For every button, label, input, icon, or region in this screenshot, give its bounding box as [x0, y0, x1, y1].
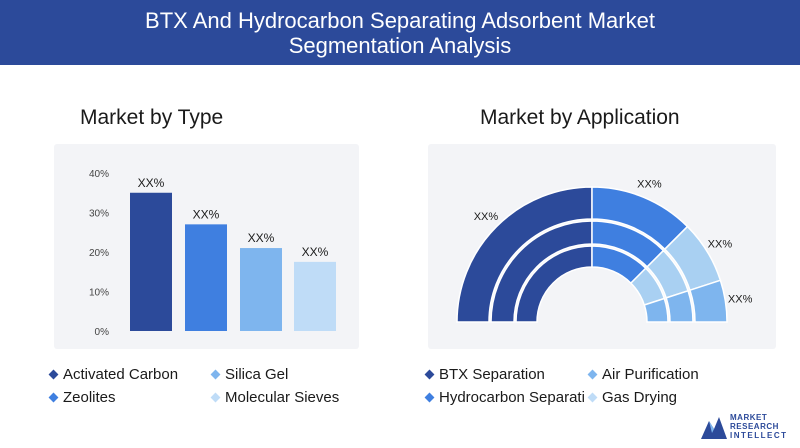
legend-marker — [424, 369, 435, 380]
brand-logo: MARKET RESEARCH INTELLECT — [700, 410, 796, 444]
legend-item-hydrocarbon-separation: Hydrocarbon Separati — [424, 389, 585, 406]
bar-chart-card: 0% 10% 20% 30% 40% XX% XX% XX% XX% — [54, 144, 359, 349]
legend-item-zeolites: Zeolites — [48, 389, 116, 406]
legend-item-silica-gel: Silica Gel — [210, 366, 288, 383]
bar — [185, 224, 227, 331]
bar-value-label: XX% — [302, 245, 329, 259]
bar — [240, 248, 282, 331]
logo-word-3: INTELLECT — [730, 431, 788, 440]
bar-chart: 0% 10% 20% 30% 40% XX% XX% XX% XX% — [89, 169, 336, 338]
logo-word-1: MARKET — [730, 413, 768, 422]
semi-donut-chart: XX% XX% XX% XX% — [456, 178, 753, 323]
legend-label: Hydrocarbon Separati — [439, 389, 585, 406]
slice-value-label: XX% — [474, 211, 499, 223]
donut-slice — [643, 297, 669, 323]
bar — [130, 192, 172, 331]
legend-marker — [587, 392, 598, 403]
mountain-m-logo-icon — [701, 417, 727, 439]
bar-value-label: XX% — [248, 231, 275, 245]
donut-slice — [689, 279, 728, 323]
legend-label: Activated Carbon — [63, 366, 179, 383]
application-legend: BTX Separation Air Purification Hydrocar… — [424, 366, 724, 410]
slice-value-label: XX% — [708, 239, 733, 251]
y-tick-label: 40% — [89, 169, 109, 180]
application-chart-title: Market by Application — [480, 106, 680, 129]
legend-label: Gas Drying — [602, 389, 678, 406]
legend-label: Air Purification — [602, 366, 699, 383]
legend-marker — [424, 392, 435, 403]
type-chart-title: Market by Type — [80, 106, 224, 129]
legend-marker — [587, 369, 598, 380]
legend-marker — [48, 392, 59, 403]
y-tick-label: 0% — [95, 327, 110, 338]
legend-label: BTX Separation — [439, 366, 545, 383]
legend-label: Silica Gel — [225, 366, 289, 383]
slice-value-label: XX% — [637, 178, 662, 190]
title-line-1: BTX And Hydrocarbon Separating Adsorbent… — [145, 7, 655, 33]
title-line-2: Segmentation Analysis — [288, 32, 512, 58]
donut-slice — [665, 289, 694, 323]
logo-word-2: RESEARCH — [730, 422, 779, 431]
bar-value-label: XX% — [193, 207, 220, 221]
legend-label: Zeolites — [63, 389, 116, 406]
legend-marker — [48, 369, 59, 380]
y-tick-label: 20% — [89, 248, 109, 259]
bar — [294, 261, 336, 331]
bar-value-label: XX% — [138, 176, 165, 190]
legend-item-gas-drying: Gas Drying — [587, 389, 677, 406]
legend-item-btx-separation: BTX Separation — [424, 366, 545, 383]
y-tick-label: 10% — [89, 288, 109, 299]
legend-marker — [210, 369, 221, 380]
type-legend: Activated Carbon Silica Gel Zeolites Mol… — [48, 366, 378, 410]
donut-chart-card: XX% XX% XX% XX% — [428, 144, 776, 349]
legend-label: Molecular Sieves — [225, 389, 340, 406]
legend-marker — [210, 392, 221, 403]
slice-value-label: XX% — [728, 294, 753, 306]
legend-item-activated-carbon: Activated Carbon — [48, 366, 178, 383]
legend-item-air-purification: Air Purification — [587, 366, 699, 383]
legend-item-molecular-sieves: Molecular Sieves — [210, 389, 339, 406]
y-tick-label: 30% — [89, 209, 109, 220]
title-banner: BTX And Hydrocarbon Separating Adsorbent… — [0, 0, 800, 65]
